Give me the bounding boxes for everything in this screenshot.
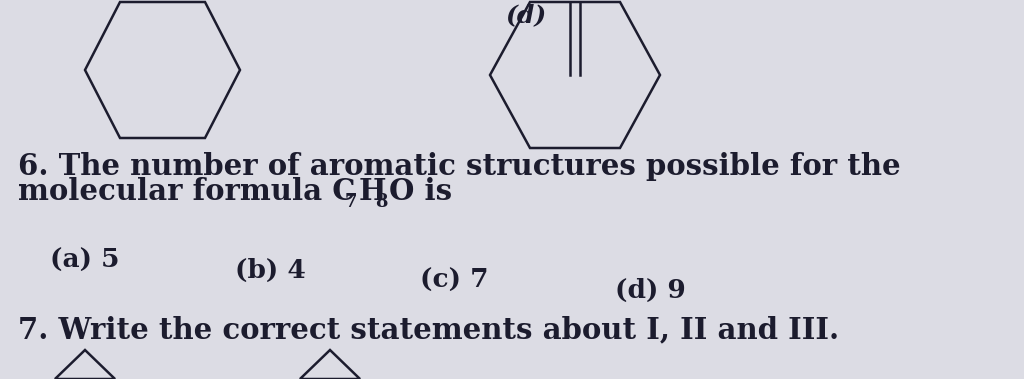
Text: (d) 9: (d) 9	[615, 278, 686, 303]
Text: (b) 4: (b) 4	[234, 258, 306, 283]
Text: molecular formula C: molecular formula C	[18, 177, 355, 206]
Text: 7: 7	[345, 193, 357, 211]
Text: O is: O is	[389, 177, 453, 206]
Text: H: H	[359, 177, 386, 206]
Text: (a) 5: (a) 5	[50, 248, 120, 273]
Text: 6. The number of aromatic structures possible for the: 6. The number of aromatic structures pos…	[18, 152, 901, 181]
Text: 7. Write the correct statements about I, II and III.: 7. Write the correct statements about I,…	[18, 315, 839, 344]
Text: (c) 7: (c) 7	[420, 268, 488, 293]
Text: 8: 8	[375, 193, 387, 211]
Text: (d): (d)	[505, 3, 546, 27]
